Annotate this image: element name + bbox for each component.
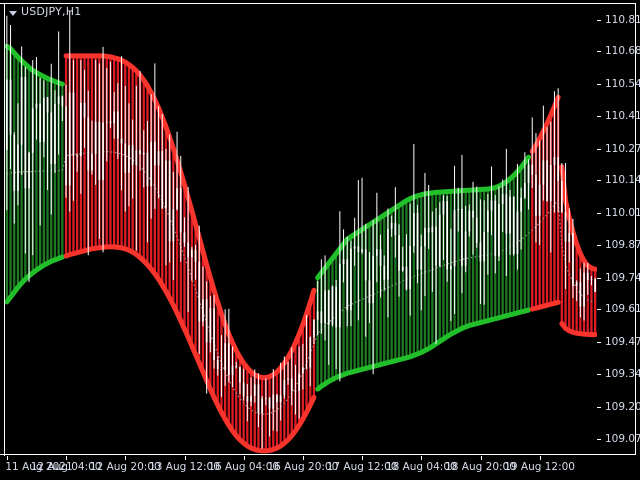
chevron-down-icon[interactable] [9,11,17,16]
price-tick-mark [597,341,601,343]
price-tick-mark [597,439,601,441]
time-tick-label: 17 Aug 12:00 [326,461,398,473]
price-tick-mark [597,245,601,247]
price-tick-label: 110.810 [605,13,640,26]
time-tick-label: 16 Aug 04:00 [208,461,280,473]
chart-canvas [5,10,597,454]
price-tick-mark [597,83,601,85]
time-tick-mark [125,456,127,460]
price-tick-mark [597,406,601,408]
price-axis[interactable]: 110.810 110.680 110.545 110.410 110.275 110.1… [597,4,640,455]
price-tick-label: 109.740 [605,271,640,284]
time-tick-label: 11 Aug 2021 [5,461,73,473]
time-tick-mark [480,456,482,460]
price-tick-mark [597,148,601,150]
symbol-timeframe-label: USDJPY,H1 [21,5,82,18]
price-tick-label: 109.205 [605,400,640,413]
time-tick-mark [184,456,186,460]
time-tick-label: 12 Aug 04:00 [30,461,102,473]
price-tick-label: 110.680 [605,45,640,57]
time-tick-mark [302,456,304,460]
time-tick-mark [421,456,423,460]
time-axis[interactable]: 11 Aug 2021 12 Aug 04:00 12 Aug 20:00 13 Au… [0,456,640,480]
price-tick-mark [597,51,601,52]
price-tick-label: 110.410 [605,110,640,123]
time-tick-label: 19 Aug 12:00 [504,461,575,473]
time-tick-label: 13 Aug 12:00 [149,461,220,473]
price-tick-label: 109.070 [605,433,640,446]
price-tick-mark [597,19,601,21]
time-tick-label: 18 Aug 20:00 [445,461,516,473]
price-tick-mark [597,180,601,182]
time-tick-label: 12 Aug 20:00 [89,461,161,473]
price-tick-mark [597,277,601,279]
time-tick-mark [539,456,541,460]
price-tick-label: 110.145 [605,174,640,187]
indicator-midline [6,151,596,415]
indicator-band-edges [5,43,597,454]
price-tick-label: 109.475 [605,335,640,348]
price-tick-label: 109.875 [605,239,640,252]
candlestick-series [6,10,596,449]
price-tick-label: 109.610 [605,303,640,316]
chart-left-border [4,3,5,456]
time-tick-label: 16 Aug 20:00 [267,461,339,473]
time-tick-mark [66,456,68,460]
time-tick-label: 18 Aug 04:00 [385,461,457,473]
price-tick-mark [597,116,601,118]
price-tick-label: 110.545 [605,77,640,90]
time-tick-mark [362,456,364,460]
time-tick-mark [243,456,245,460]
price-tick-mark [597,309,601,311]
price-tick-mark [597,212,601,214]
price-tick-label: 110.275 [605,142,640,155]
time-tick-mark [6,456,8,460]
price-tick-label: 109.340 [605,368,640,381]
price-plot-area[interactable] [5,4,597,455]
price-tick-mark [597,374,601,376]
price-tick-label: 110.010 [605,206,640,219]
